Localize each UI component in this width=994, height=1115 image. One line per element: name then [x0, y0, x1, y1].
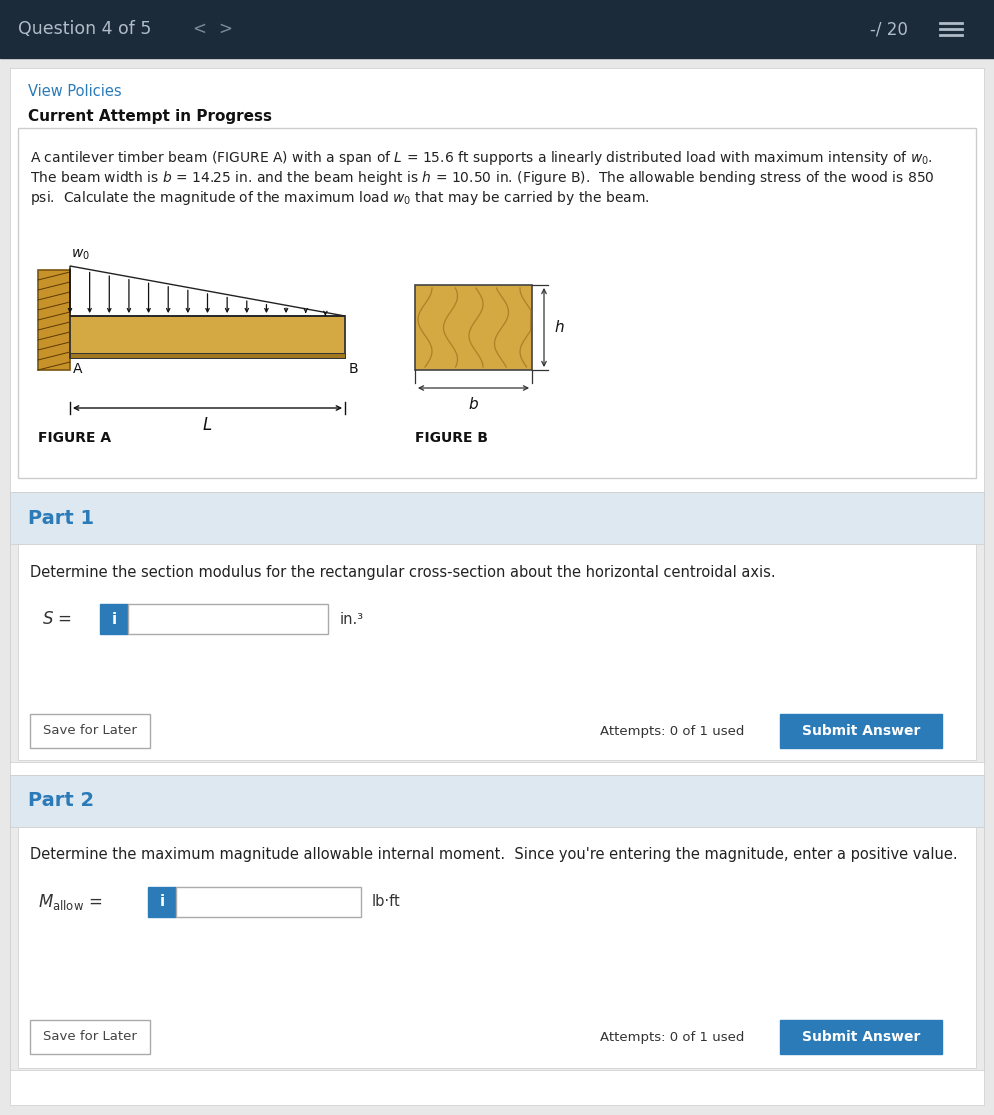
Bar [128, 604, 328, 634]
Bar [0, 0, 994, 58]
Text: Attempts: 0 of 1 used: Attempts: 0 of 1 used [599, 725, 745, 737]
Bar [30, 1020, 150, 1054]
Text: in.³: in.³ [340, 611, 364, 627]
Text: i: i [111, 611, 116, 627]
Text: Determine the maximum magnitude allowable internal moment.  Since you're enterin: Determine the maximum magnitude allowabl… [30, 847, 957, 863]
Bar [176, 888, 361, 917]
Text: Part 2: Part 2 [28, 792, 94, 811]
Text: <: < [192, 20, 206, 38]
Bar [38, 270, 70, 370]
Bar [415, 285, 532, 370]
Text: B: B [349, 362, 359, 376]
Text: Submit Answer: Submit Answer [802, 724, 920, 738]
Bar [10, 775, 984, 827]
Text: Question 4 of 5: Question 4 of 5 [18, 20, 151, 38]
Text: $S$ =: $S$ = [42, 610, 72, 628]
Bar [18, 128, 976, 478]
Text: Part 1: Part 1 [28, 508, 94, 527]
Bar [780, 714, 942, 748]
Bar [10, 492, 984, 762]
Text: FIGURE B: FIGURE B [415, 432, 488, 445]
Text: Attempts: 0 of 1 used: Attempts: 0 of 1 used [599, 1030, 745, 1044]
Text: $L$: $L$ [203, 416, 213, 434]
Text: Save for Later: Save for Later [43, 725, 137, 737]
Bar [10, 775, 984, 1070]
Text: lb·ft: lb·ft [372, 894, 401, 910]
Text: Submit Answer: Submit Answer [802, 1030, 920, 1044]
Text: $M_{\rm allow}$ =: $M_{\rm allow}$ = [38, 892, 102, 912]
Bar [780, 1020, 942, 1054]
Text: The beam width is $b$ = 14.25 in. and the beam height is $h$ = 10.50 in. (Figure: The beam width is $b$ = 14.25 in. and th… [30, 169, 934, 187]
Text: >: > [218, 20, 232, 38]
Text: View Policies: View Policies [28, 85, 121, 99]
Text: A cantilever timber beam (FIGURE A) with a span of $L$ = 15.6 ft supports a line: A cantilever timber beam (FIGURE A) with… [30, 149, 932, 167]
Text: -/ 20: -/ 20 [870, 20, 908, 38]
Text: Current Attempt in Progress: Current Attempt in Progress [28, 108, 272, 124]
Text: A: A [73, 362, 83, 376]
Bar [70, 353, 345, 358]
Text: FIGURE A: FIGURE A [38, 432, 111, 445]
Text: $b$: $b$ [468, 396, 479, 413]
Bar [70, 316, 345, 358]
Bar [100, 604, 128, 634]
Text: Determine the section modulus for the rectangular cross-section about the horizo: Determine the section modulus for the re… [30, 564, 775, 580]
Text: Save for Later: Save for Later [43, 1030, 137, 1044]
Bar [10, 492, 984, 544]
Text: $h$: $h$ [554, 320, 565, 336]
Text: $w_0$: $w_0$ [71, 248, 89, 262]
Bar [18, 827, 976, 1068]
Bar [148, 888, 176, 917]
Text: psi.  Calculate the magnitude of the maximum load $w_0$ that may be carried by t: psi. Calculate the magnitude of the maxi… [30, 190, 650, 207]
Text: i: i [159, 894, 165, 910]
Bar [30, 714, 150, 748]
Bar [18, 544, 976, 760]
